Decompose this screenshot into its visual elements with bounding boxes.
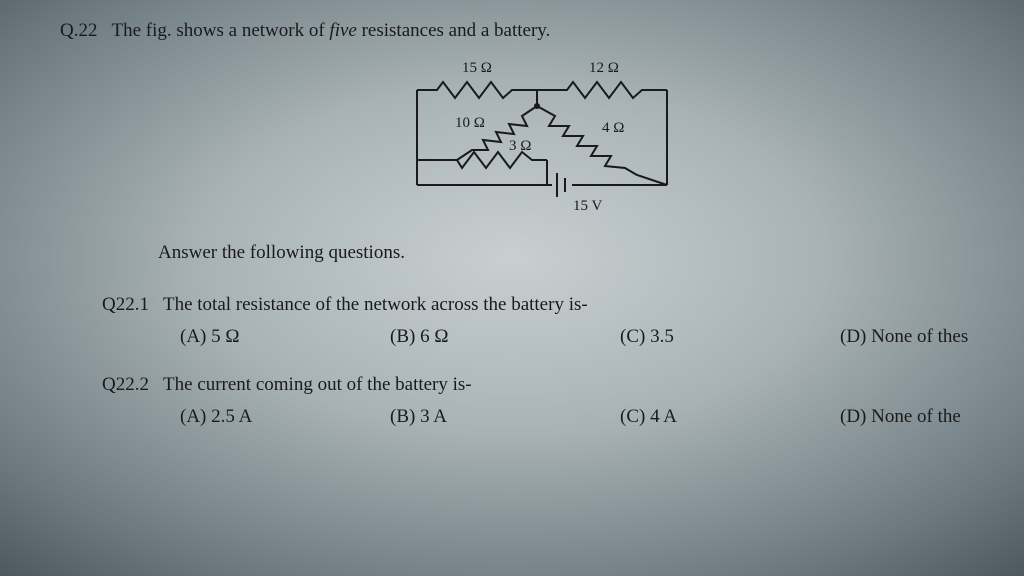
option-1-c: (C) 3.5 — [620, 326, 840, 348]
option-2-c-text: 4 A — [650, 406, 677, 427]
sub-question-1-number: Q22.1 — [102, 294, 149, 316]
sub-question-1-text: The total resistance of the network acro… — [163, 294, 588, 316]
option-2-a-text: 2.5 A — [211, 406, 252, 427]
question-text-suffix: resistances and a battery. — [357, 20, 550, 41]
question-header: Q.22 The fig. shows a network of five re… — [60, 20, 1024, 42]
option-2-a: (A) 2.5 A — [180, 406, 390, 428]
option-1-d-text: None of thes — [871, 326, 968, 347]
question-text: The fig. shows a network of five resista… — [111, 20, 550, 42]
option-1-a: (A) 5 Ω — [180, 326, 390, 348]
option-1-b: (B) 6 Ω — [390, 326, 620, 348]
label-r-top-right: 12 Ω — [589, 60, 619, 76]
page-content: Q.22 The fig. shows a network of five re… — [60, 20, 1024, 576]
label-battery: 15 V — [573, 198, 602, 214]
sub-instruction: Answer the following questions. — [158, 242, 1024, 264]
label-r-bottom: 3 Ω — [509, 138, 531, 154]
circuit-wires — [417, 82, 667, 197]
sub-question-2-options: (A) 2.5 A (B) 3 A (C) 4 A (D) None of th… — [180, 406, 1024, 428]
sub-question-2-number: Q22.2 — [102, 374, 149, 396]
sub-question-1: Q22.1 The total resistance of the networ… — [102, 294, 1024, 316]
label-r-diag-left: 10 Ω — [455, 115, 485, 131]
question-number: Q.22 — [60, 20, 97, 42]
option-1-c-text: 3.5 — [650, 326, 674, 347]
option-1-b-text: 6 Ω — [420, 326, 448, 347]
option-2-b: (B) 3 A — [390, 406, 620, 428]
sub-question-2-text: The current coming out of the battery is… — [163, 374, 472, 396]
circuit-diagram: 15 Ω 12 Ω 10 Ω 4 Ω 3 Ω 15 V — [60, 50, 1024, 230]
option-1-d: (D) None of thes — [840, 326, 968, 348]
option-2-b-text: 3 A — [420, 406, 447, 427]
question-text-italic: five — [329, 20, 356, 41]
question-text-prefix: The fig. shows a network of — [111, 20, 329, 41]
circuit-svg: 15 Ω 12 Ω 10 Ω 4 Ω 3 Ω 15 V — [377, 50, 707, 230]
option-2-d-text: None of the — [871, 406, 961, 427]
option-2-c: (C) 4 A — [620, 406, 840, 428]
option-1-a-text: 5 Ω — [211, 326, 239, 347]
label-r-top-left: 15 Ω — [462, 60, 492, 76]
option-2-d: (D) None of the — [840, 406, 961, 428]
label-r-diag-right: 4 Ω — [602, 120, 624, 136]
sub-question-1-options: (A) 5 Ω (B) 6 Ω (C) 3.5 (D) None of thes — [180, 326, 1024, 348]
sub-question-2: Q22.2 The current coming out of the batt… — [102, 374, 1024, 396]
